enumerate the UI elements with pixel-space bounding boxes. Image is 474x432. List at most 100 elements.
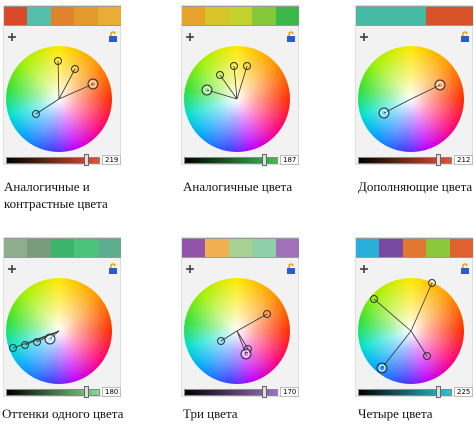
marker [32,110,40,118]
brightness-value: 187 [280,155,300,165]
marker [436,81,444,89]
icon-shape [110,263,116,268]
brightness-slider [6,157,100,164]
caption: Дополняющие цвета [358,178,472,195]
wheel-markers [370,279,436,374]
marker [370,295,378,303]
brightness-slider [358,389,452,396]
swatch [50,238,75,258]
marker [434,79,446,91]
marker [378,364,386,372]
brightness-value: 225 [454,387,474,397]
marker [46,335,54,343]
lock-icon [109,31,117,42]
marker [243,62,251,70]
marker [230,62,238,70]
swatch [27,6,51,26]
icon-shape [461,268,469,274]
swatch [402,238,427,258]
marker [423,352,431,360]
marker-line [24,330,60,346]
swatch [27,238,51,258]
color-panel: 187 [181,5,300,166]
swatch [205,238,229,258]
marker-line [220,330,238,342]
slider-thumb [436,386,441,398]
caption: Четыре цвета [358,405,433,422]
swatch [379,238,403,258]
marker-line [236,313,268,332]
marker [380,109,388,117]
icon-shape [288,31,294,36]
swatch [426,238,450,258]
marker-line [373,298,412,332]
brightness-slider [6,389,100,396]
icon-shape [360,265,368,273]
swatch [252,6,276,26]
swatch [379,6,403,26]
wheel-markers [9,330,60,352]
marker [87,78,99,90]
swatch [252,238,276,258]
marker [203,86,211,94]
swatch [97,6,121,26]
marker [216,71,224,79]
icon-shape [110,31,116,36]
swatch [4,6,28,26]
slider-thumb [436,154,441,166]
swatch [449,6,473,26]
caption-line: Три цвета [183,406,238,421]
marker-line [58,83,94,100]
swatch [74,238,98,258]
mode-icon [8,33,16,41]
swatch [205,6,229,26]
brightness-value: 170 [280,387,300,397]
mode-icon [8,265,16,273]
lock-icon [109,263,117,274]
color-panel: 170 [181,237,300,398]
icon-shape [287,268,295,274]
icon-shape [8,265,16,273]
marker [217,337,225,345]
caption-line: Дополняющие цвета [358,179,473,194]
swatch [356,6,380,26]
swatch [426,6,450,26]
swatch [356,238,380,258]
swatch [182,238,206,258]
lock-icon [461,31,469,42]
marker-line [219,74,238,100]
brightness-slider [184,157,278,164]
swatch [402,6,427,26]
icon-shape [186,33,194,41]
swatch [4,238,28,258]
swatch [275,6,299,26]
marker [21,341,29,349]
marker [428,279,436,287]
marker-line [381,330,412,369]
marker-line [410,330,428,357]
caption: Оттенки одного цвета [2,405,123,422]
marker [263,310,271,318]
swatch [228,238,253,258]
slider-thumb [84,386,89,398]
swatch [275,238,299,258]
caption-line: контрастные цвета [4,196,108,211]
slider-thumb [262,154,267,166]
wheel-markers [217,310,271,360]
color-panel: 180 [3,237,122,398]
caption: Три цвета [183,405,238,422]
brightness-value: 212 [454,155,474,165]
caption-line: Аналогичные и [4,179,90,194]
icon-shape [360,33,368,41]
caption-line: Аналогичные цвета [183,179,293,194]
wheel-markers [201,62,251,100]
lock-icon [287,263,295,274]
icon-shape [462,31,468,36]
marker [71,65,79,73]
slider-thumb [262,386,267,398]
caption: Аналогичные цвета [183,178,292,195]
icon-shape [8,33,16,41]
swatch [97,238,121,258]
mode-icon [360,33,368,41]
slider-thumb [84,154,89,166]
